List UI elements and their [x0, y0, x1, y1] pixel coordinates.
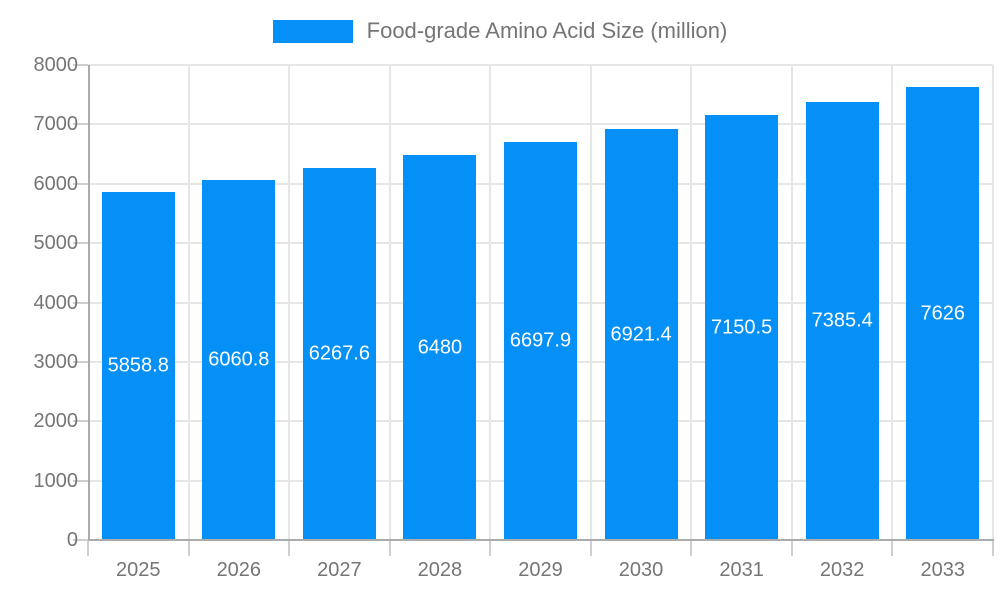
gridline-horizontal — [88, 64, 993, 66]
bar: 6697.9 — [504, 142, 577, 540]
y-axis-tick — [73, 539, 88, 541]
x-tick-label: 2026 — [216, 559, 262, 581]
y-tick-label: 7000 — [33, 113, 79, 136]
bar-value-label: 7150.5 — [711, 316, 773, 339]
bar-value-label: 6267.6 — [308, 342, 370, 365]
bar-value-label: 6060.8 — [208, 348, 270, 371]
y-axis-tick — [73, 64, 88, 66]
bar: 7385.4 — [805, 101, 879, 540]
x-axis-line — [88, 539, 994, 541]
gridline-vertical — [187, 65, 190, 540]
bar-value-label: 7385.4 — [811, 309, 873, 332]
bar: 6921.4 — [604, 129, 678, 540]
y-axis-tick — [73, 360, 88, 363]
gridline-vertical — [992, 65, 994, 540]
x-tick-label: 2031 — [719, 559, 764, 581]
y-axis-tick — [73, 301, 88, 304]
gridline-vertical — [489, 65, 492, 540]
bar-value-label: 7626 — [920, 302, 965, 325]
x-axis-tick — [489, 541, 492, 556]
y-axis-tick — [73, 420, 88, 423]
bar-value-label: 6697.9 — [509, 329, 572, 352]
gridline-vertical — [589, 65, 592, 540]
bar: 7626 — [906, 87, 980, 540]
gridline-vertical — [288, 65, 291, 540]
x-tick-label: 2028 — [417, 559, 463, 581]
gridline-horizontal — [88, 123, 993, 126]
y-axis-tick — [73, 182, 88, 185]
bar: 6060.8 — [202, 180, 276, 540]
legend-label: Food-grade Amino Acid Size (million) — [366, 18, 728, 43]
y-axis-line — [88, 65, 90, 540]
bar-value-label: 6921.4 — [610, 323, 672, 346]
plot-area: 5858.8 6060.8 6267.6 6480 6697.9 6921.4 7150.5… — [88, 64, 994, 540]
gridline-vertical — [891, 65, 894, 540]
legend[interactable]: Food-grade Amino Acid Size (million) — [0, 18, 1000, 44]
x-axis-tick — [589, 541, 592, 556]
bar: 5858.8 — [101, 192, 175, 540]
y-tick-label: 4000 — [33, 291, 79, 314]
x-axis-tick — [992, 541, 994, 556]
y-axis-tick — [73, 479, 88, 482]
y-tick-label: 5000 — [33, 232, 79, 255]
gridline-vertical — [690, 65, 693, 540]
bar-value-label: 6480 — [417, 336, 463, 359]
x-axis-tick — [891, 541, 894, 556]
bar: 7150.5 — [705, 115, 779, 540]
x-axis-tick — [288, 541, 291, 556]
y-tick-label: 0 — [66, 529, 78, 551]
x-axis-tick — [790, 541, 793, 556]
y-tick-label: 1000 — [33, 469, 79, 492]
bar: 6480 — [403, 155, 477, 540]
gridline-vertical — [388, 65, 391, 540]
y-axis-tick — [73, 242, 88, 245]
x-axis-tick — [690, 541, 693, 556]
y-axis-tick — [73, 123, 88, 126]
x-tick-label: 2029 — [518, 559, 563, 581]
bar-value-label: 5858.8 — [107, 354, 169, 377]
y-tick-label: 6000 — [33, 172, 79, 195]
x-axis-tick — [187, 541, 190, 556]
bar: 6267.6 — [302, 167, 376, 540]
x-axis-tick — [388, 541, 391, 556]
x-tick-label: 2032 — [819, 559, 865, 581]
x-tick-label: 2033 — [920, 559, 965, 581]
gridline-vertical — [790, 65, 793, 540]
legend-swatch — [272, 19, 353, 43]
y-tick-label: 8000 — [33, 54, 79, 76]
x-axis-tick — [87, 541, 89, 556]
x-tick-label: 2025 — [116, 559, 161, 581]
y-tick-label: 3000 — [33, 350, 79, 373]
x-tick-label: 2027 — [317, 559, 362, 581]
y-tick-label: 2000 — [33, 410, 79, 433]
x-tick-label: 2030 — [618, 559, 664, 581]
